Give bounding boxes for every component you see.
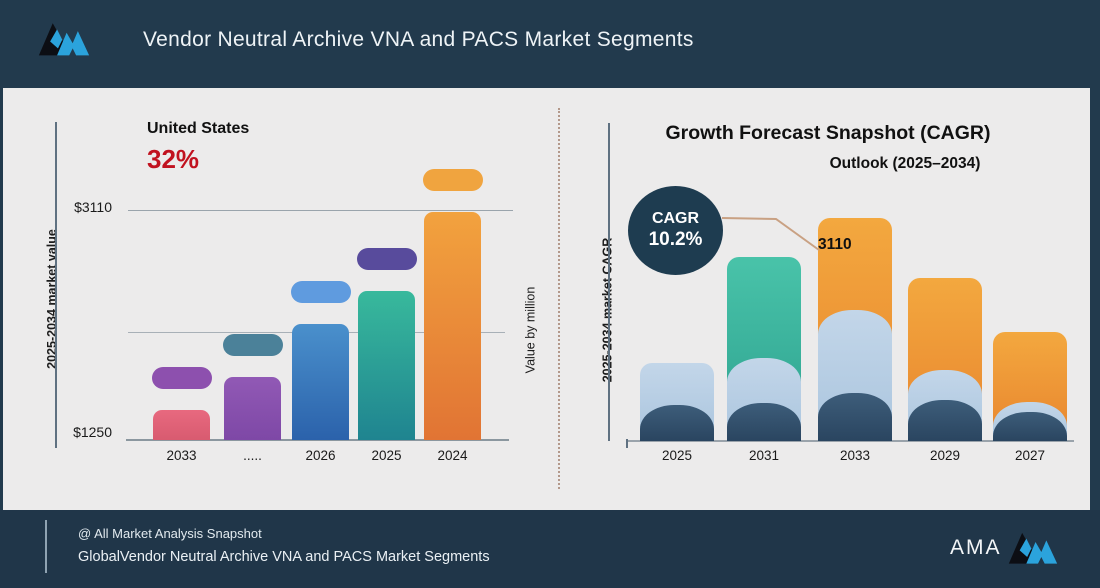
right-axis-corner-tick	[626, 439, 628, 448]
left-ytick-1250: $1250	[73, 424, 112, 440]
right-y-axis-line	[608, 123, 610, 441]
ama-logo-icon	[38, 23, 90, 56]
right-chart-plot: CAGR 10.2% 3110 2025 2031 2033 2029 2027	[608, 122, 1074, 463]
cagr-badge: CAGR 10.2%	[628, 186, 723, 275]
bar-2025	[358, 291, 415, 440]
xtick-2026: 2026	[305, 448, 336, 463]
bar-cap-2026	[290, 281, 351, 303]
footer-bar	[0, 510, 1100, 588]
bar-cap-.....	[222, 334, 283, 356]
cagr-badge-label: CAGR	[651, 210, 700, 228]
left-x-axis-line	[126, 439, 509, 441]
left-edge-strip	[0, 88, 3, 510]
page-title: Vendor Neutral Archive VNA and PACS Mark…	[143, 28, 694, 51]
xtick-2029: 2029	[929, 448, 961, 463]
right-chart-title: Growth Forecast Snapshot (CAGR)	[665, 122, 991, 144]
left-ytick-3110: $3110	[74, 199, 112, 215]
xtick-2033: 2033	[839, 448, 871, 463]
stacked-bar-2025-seg2	[640, 405, 714, 441]
right-edge-strip	[1090, 88, 1100, 510]
xtick-2027: 2027	[1014, 448, 1046, 463]
footer-brand-text: AMA	[950, 536, 1002, 559]
stacked-bar-2027-seg2	[993, 412, 1067, 441]
bar-2033	[153, 410, 210, 440]
xtick-2025: 2025	[371, 448, 402, 463]
header-bar: Vendor Neutral Archive VNA and PACS Mark…	[0, 0, 1100, 88]
footer-attribution: @ All Market Analysis Snapshot	[78, 526, 262, 541]
callout-line	[721, 217, 820, 251]
left-chart-plot: 2033..... 2026 2025 2024	[128, 122, 514, 463]
bar-2024	[424, 212, 481, 440]
bar-value-annotation: 3110	[818, 236, 852, 253]
stacked-bar-2031-seg2	[727, 403, 801, 441]
left-right-side-axis-label: Value by million	[523, 286, 538, 374]
right-chart-subtitle: Outlook (2025–2034)	[829, 155, 981, 172]
xtick-2033: 2033	[166, 448, 197, 463]
stacked-bar-2029-seg2	[908, 400, 982, 441]
bar-cap-2033	[151, 367, 212, 389]
xtick-2024: 2024	[437, 448, 468, 463]
bar-.....	[224, 377, 281, 440]
ama-logo-icon	[1008, 532, 1058, 564]
footer-report-title: GlobalVendor Neutral Archive VNA and PAC…	[78, 549, 490, 565]
left-chart-title: United States	[147, 120, 250, 137]
left-chart-highlight-value: 32%	[147, 144, 200, 174]
xtick-2025: 2025	[661, 448, 693, 463]
left-y-axis-line	[55, 122, 57, 448]
bar-2026	[292, 324, 349, 440]
cagr-badge-value: 10.2%	[648, 228, 703, 250]
panel-divider-dotted	[558, 108, 560, 489]
xtick-.....: .....	[243, 448, 262, 463]
stacked-bar-2033-seg2	[818, 393, 892, 441]
left-gridline-3110	[128, 210, 513, 211]
bar-cap-2025	[356, 248, 417, 270]
footer-divider-line	[45, 520, 47, 573]
xtick-2031: 2031	[748, 448, 780, 463]
bar-cap-2024	[422, 169, 483, 191]
